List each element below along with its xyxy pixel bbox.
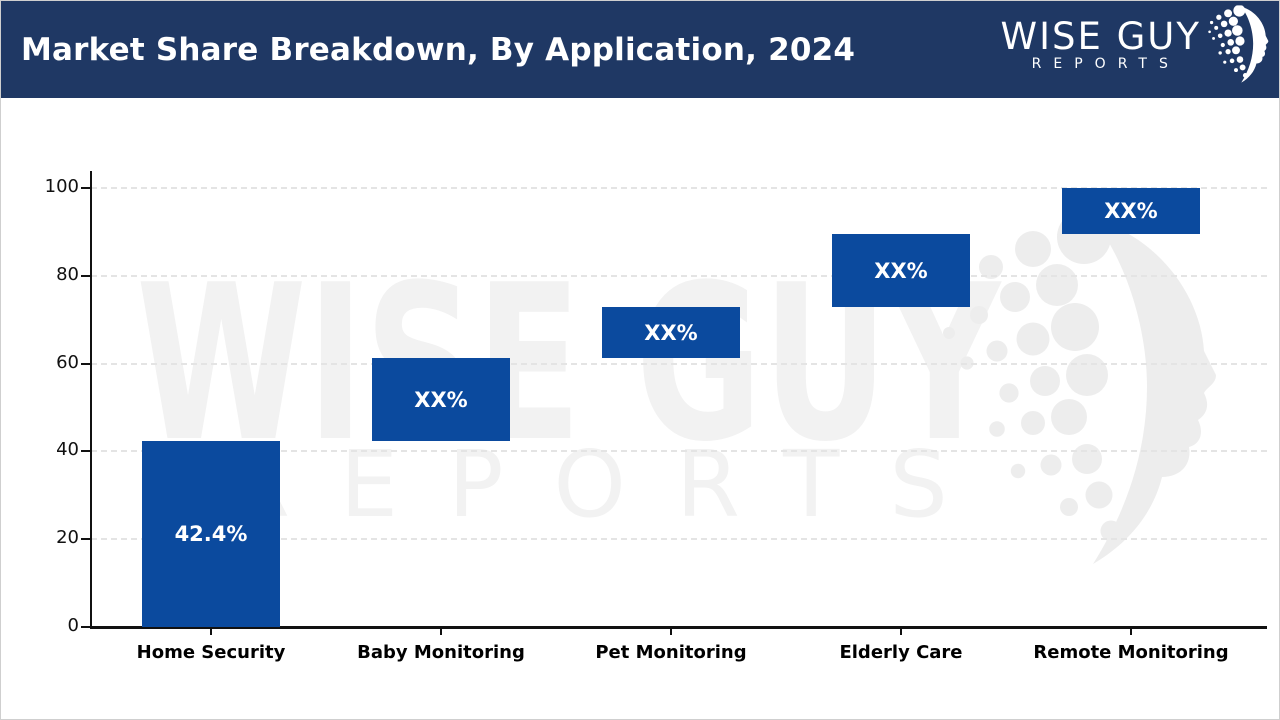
x-tick: [670, 629, 672, 635]
bar-value-label: XX%: [414, 387, 468, 412]
x-axis-label: Remote Monitoring: [1033, 642, 1229, 663]
header-bar: Market Share Breakdown, By Application, …: [1, 1, 1279, 98]
bar-value-label: XX%: [1104, 199, 1158, 224]
y-tick: [81, 187, 90, 189]
bar: XX%: [832, 234, 970, 308]
x-axis-line: [90, 626, 1267, 629]
y-tick: [81, 626, 90, 628]
y-tick-label: 40: [56, 439, 79, 461]
y-tick: [81, 362, 90, 365]
y-tick-label: 20: [56, 527, 79, 549]
gridline: [91, 362, 1267, 365]
bar: XX%: [602, 307, 740, 359]
bar-value-label: 42.4%: [174, 521, 248, 546]
y-tick-label: 0: [67, 615, 79, 636]
brand-name: WISE GUY: [1000, 14, 1201, 58]
bar-value-label: XX%: [874, 258, 928, 283]
brand-head-icon: [1203, 5, 1269, 85]
brand-subtitle: REPORTS: [1031, 56, 1180, 73]
brand-logo-text: WISE GUY REPORTS: [1000, 14, 1201, 73]
x-axis-label: Baby Monitoring: [357, 642, 525, 663]
y-tick-label: 60: [56, 351, 79, 373]
x-axis-label: Home Security: [136, 642, 286, 663]
y-tick: [81, 538, 90, 541]
watermark-text-line2: REPORTS: [226, 431, 998, 538]
bar-value-label: XX%: [644, 320, 698, 345]
bar: 42.4%: [142, 440, 280, 627]
y-tick: [81, 274, 90, 277]
gridline: [91, 450, 1267, 453]
x-tick: [1130, 629, 1132, 635]
page-title: Market Share Breakdown, By Application, …: [21, 31, 856, 68]
bar: XX%: [1062, 188, 1200, 235]
gridline: [91, 187, 1267, 189]
x-tick: [210, 629, 212, 635]
y-axis-line: [90, 171, 92, 629]
gridline: [91, 274, 1267, 277]
y-tick-label: 100: [44, 176, 79, 197]
y-tick: [81, 450, 90, 453]
bar: XX%: [372, 358, 510, 441]
y-tick-label: 80: [56, 263, 79, 285]
x-axis-label: Pet Monitoring: [595, 642, 747, 663]
x-tick: [440, 629, 442, 635]
brand-logo: WISE GUY REPORTS: [1001, 5, 1269, 85]
gridline: [91, 538, 1267, 541]
x-tick: [900, 629, 902, 635]
x-axis-label: Elderly Care: [839, 642, 963, 663]
